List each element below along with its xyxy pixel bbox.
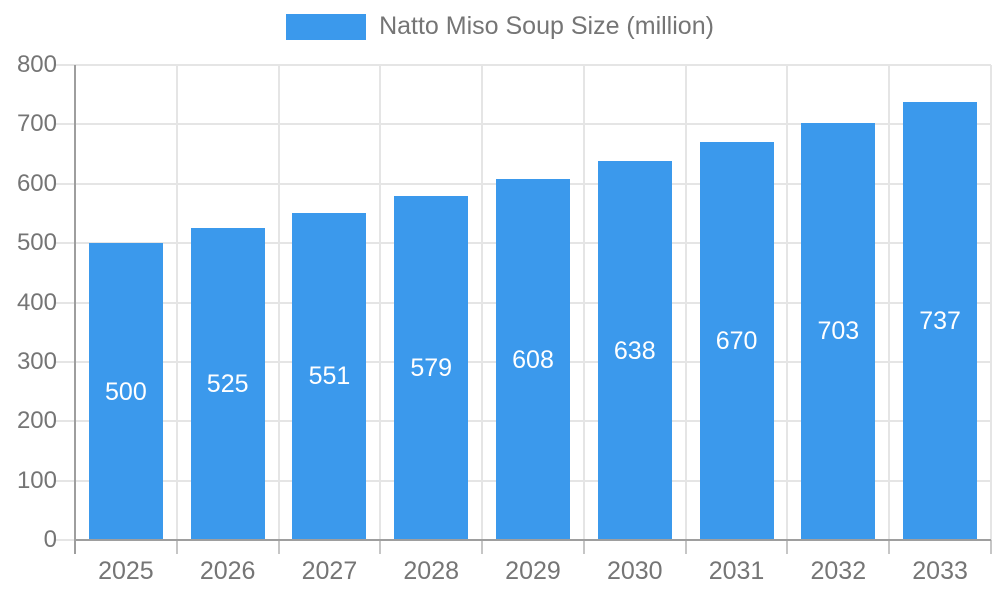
x-axis-tick xyxy=(379,540,382,554)
y-axis-tick xyxy=(55,360,75,363)
bar-2028 xyxy=(394,196,469,540)
x-gridline xyxy=(786,65,789,540)
y-axis-tick xyxy=(55,301,75,304)
x-axis-tick xyxy=(888,540,891,554)
x-axis-tick xyxy=(582,540,585,554)
bar-2029 xyxy=(496,179,570,540)
x-axis-tick xyxy=(786,540,789,554)
x-tick-label: 2031 xyxy=(708,557,765,585)
y-axis-line xyxy=(74,65,76,554)
x-gridline xyxy=(175,65,178,540)
bar-2027 xyxy=(292,212,367,540)
bar-2032 xyxy=(801,122,876,540)
x-tick-label: 2028 xyxy=(403,557,460,585)
y-tick-label: 800 xyxy=(16,51,57,78)
x-tick-label: 2033 xyxy=(912,557,968,585)
bar-value-label: 579 xyxy=(410,354,453,383)
x-gridline xyxy=(684,65,687,540)
x-axis-tick xyxy=(277,540,280,554)
legend-swatch xyxy=(286,13,367,40)
x-gridline xyxy=(277,65,280,540)
x-tick-label: 2026 xyxy=(199,557,256,585)
y-axis-tick xyxy=(55,420,75,423)
x-axis-tick xyxy=(990,540,992,554)
bar-value-label: 500 xyxy=(105,377,147,406)
bar-value-label: 608 xyxy=(512,345,554,374)
y-axis-tick xyxy=(55,539,75,541)
y-tick-label: 0 xyxy=(43,526,57,553)
y-tick-label: 100 xyxy=(16,466,57,494)
x-gridline xyxy=(379,65,382,540)
y-gridline xyxy=(75,64,991,66)
x-tick-label: 2030 xyxy=(606,557,663,585)
y-axis-tick xyxy=(55,182,75,185)
bar-value-label: 551 xyxy=(308,362,351,391)
legend-label: Natto Miso Soup Size (million) xyxy=(379,12,714,40)
bar-value-label: 703 xyxy=(817,317,860,346)
y-gridline xyxy=(75,123,991,126)
bar-2033 xyxy=(903,102,978,540)
x-tick-label: 2029 xyxy=(505,557,561,585)
y-tick-label: 600 xyxy=(16,169,57,197)
x-axis-tick xyxy=(684,540,687,554)
x-gridline xyxy=(888,65,891,540)
x-tick-label: 2032 xyxy=(810,557,867,585)
bar-value-label: 737 xyxy=(919,307,961,336)
bar-value-label: 638 xyxy=(613,336,656,365)
bar-2030 xyxy=(597,161,672,540)
y-axis-tick xyxy=(55,242,75,245)
x-gridline xyxy=(582,65,585,540)
y-axis-tick xyxy=(55,123,75,126)
x-tick-label: 2025 xyxy=(98,557,154,585)
y-axis-tick xyxy=(55,64,75,66)
bar-value-label: 670 xyxy=(715,327,758,356)
x-axis-tick xyxy=(175,540,178,554)
bar-value-label: 525 xyxy=(206,370,249,399)
y-tick-label: 300 xyxy=(16,347,57,375)
x-axis-tick xyxy=(481,540,484,554)
x-axis-line xyxy=(74,539,991,541)
legend: Natto Miso Soup Size (million) xyxy=(0,12,1000,41)
bar-2025 xyxy=(88,243,163,540)
y-tick-label: 400 xyxy=(16,288,57,316)
y-tick-label: 500 xyxy=(16,229,57,257)
x-gridline xyxy=(990,65,992,540)
x-tick-label: 2027 xyxy=(301,557,358,585)
bar-2031 xyxy=(699,142,774,540)
y-axis-tick xyxy=(55,479,75,482)
bar-2026 xyxy=(190,228,265,540)
x-gridline xyxy=(481,65,484,540)
y-tick-label: 200 xyxy=(16,407,57,435)
y-tick-label: 700 xyxy=(16,110,57,138)
